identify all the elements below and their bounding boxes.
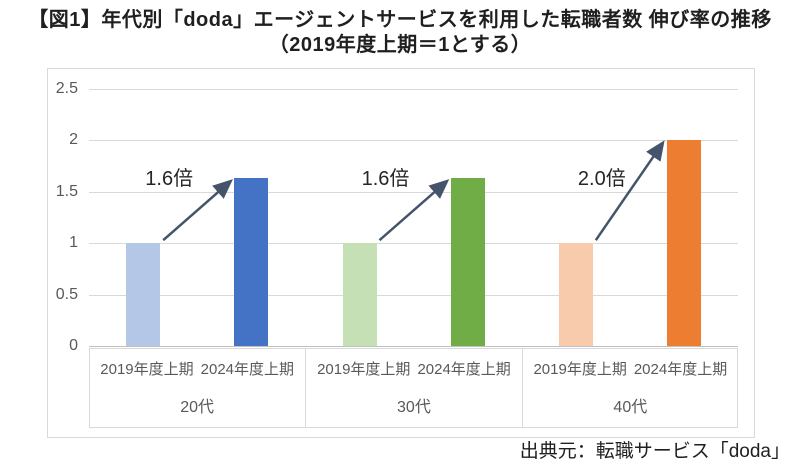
gridline (89, 243, 738, 245)
series-label-2019h1: 2019年度上期 (317, 361, 411, 378)
bar-30s-2024h1 (450, 178, 485, 346)
y-axis-tick-label: 2 (69, 131, 78, 149)
growth-annotation-40s: 2.0倍 (577, 168, 626, 190)
gridline (89, 140, 738, 142)
category-label-20s: 20代 (180, 399, 215, 416)
chart-title-line2: （2019年度上期＝1とする） (268, 34, 532, 56)
bar-20s-2019h1 (126, 243, 161, 346)
category-cell-40s: 2019年度上期 2024年度上期 40代 (521, 348, 738, 428)
series-labels-row: 2019年度上期 2024年度上期 (89, 361, 305, 379)
y-axis-tick-label: 1 (69, 234, 78, 252)
source-caption: 出典元：転職サービス「doda」 (519, 441, 790, 462)
y-axis-tick-label: 0.5 (55, 285, 78, 303)
category-label-30s: 30代 (397, 399, 431, 416)
series-label-2024h1: 2024年度上期 (200, 361, 295, 378)
category-cell-20s: 2019年度上期 2024年度上期 20代 (89, 348, 305, 428)
y-axis-tick-label: 1.5 (55, 182, 78, 200)
chart-title: 【図1】年代別「doda」エージェントサービスを利用した転職者数 伸び率の推移 … (0, 8, 800, 58)
bar-chart: 0 0.5 1 1.5 2 2.5 2019年度上期 2024年度上期 20代 1.6倍 2019年… (47, 68, 755, 438)
bar-40s-2024h1 (666, 140, 701, 346)
growth-annotation-20s: 1.6倍 (145, 168, 194, 190)
bar-30s-2019h1 (342, 243, 377, 346)
bar-40s-2019h1 (558, 243, 593, 346)
y-axis-tick-label: 2.5 (55, 80, 78, 97)
series-labels-row: 2019年度上期 2024年度上期 (523, 361, 738, 379)
series-label-2024h1: 2024年度上期 (417, 361, 511, 378)
y-axis-tick-label: 0 (69, 337, 78, 354)
series-label-2019h1: 2019年度上期 (533, 361, 627, 378)
chart-title-line1: 【図1】年代別「doda」エージェントサービスを利用した転職者数 伸び率の推移 (28, 9, 772, 31)
gridline (89, 191, 738, 193)
growth-annotation-30s: 1.6倍 (361, 168, 410, 190)
bar-20s-2024h1 (234, 178, 269, 346)
series-label-2024h1: 2024年度上期 (633, 361, 728, 378)
gridline (89, 294, 738, 296)
series-labels-row: 2019年度上期 2024年度上期 (306, 361, 521, 379)
series-label-2019h1: 2019年度上期 (100, 361, 194, 378)
category-cell-30s: 2019年度上期 2024年度上期 30代 (305, 348, 521, 428)
category-axis-box (89, 348, 738, 428)
gridline (89, 89, 738, 90)
category-label-40s: 40代 (613, 399, 648, 416)
x-axis-line (89, 346, 738, 347)
